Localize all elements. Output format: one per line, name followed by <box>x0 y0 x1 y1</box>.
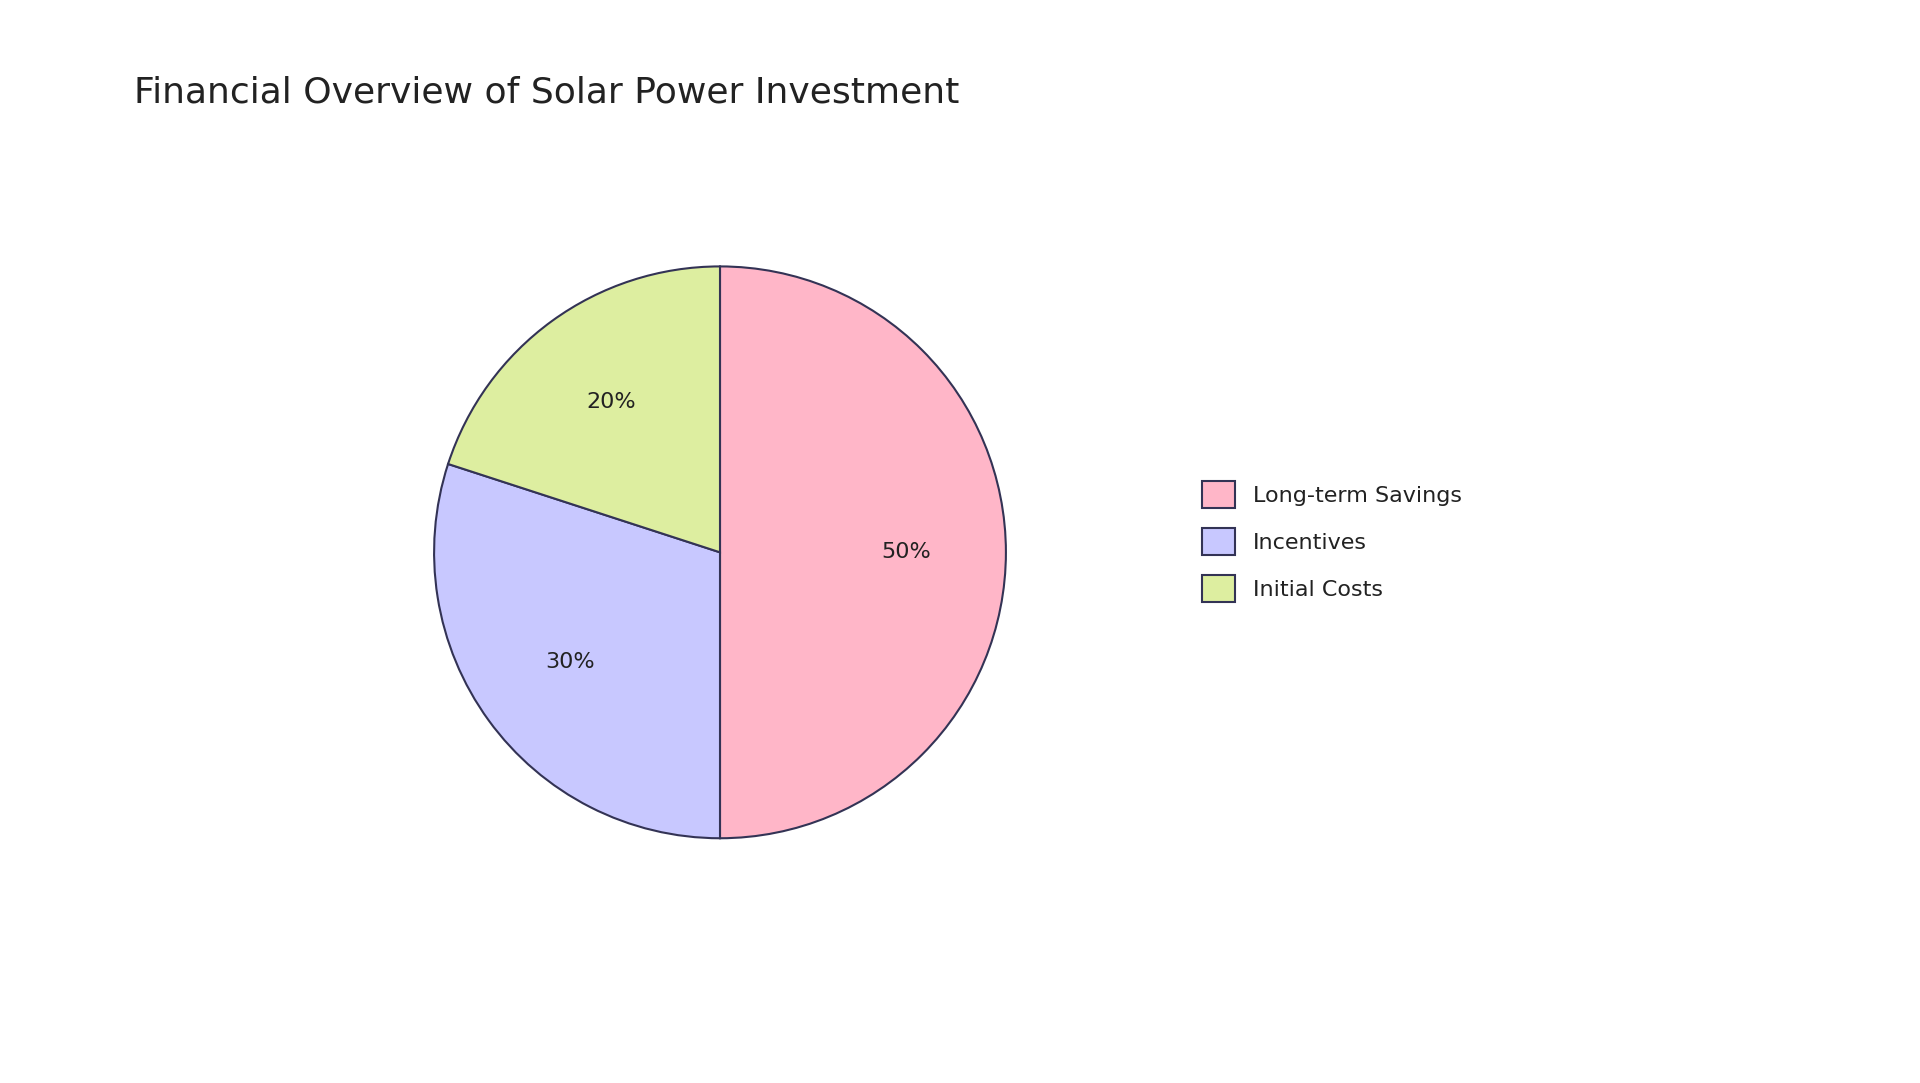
Wedge shape <box>447 266 720 552</box>
Text: 30%: 30% <box>545 652 595 671</box>
Text: 50%: 50% <box>881 543 931 562</box>
Wedge shape <box>720 266 1006 838</box>
Text: 20%: 20% <box>586 392 636 412</box>
Wedge shape <box>434 464 720 838</box>
Legend: Long-term Savings, Incentives, Initial Costs: Long-term Savings, Incentives, Initial C… <box>1202 481 1461 602</box>
Text: Financial Overview of Solar Power Investment: Financial Overview of Solar Power Invest… <box>134 76 960 109</box>
